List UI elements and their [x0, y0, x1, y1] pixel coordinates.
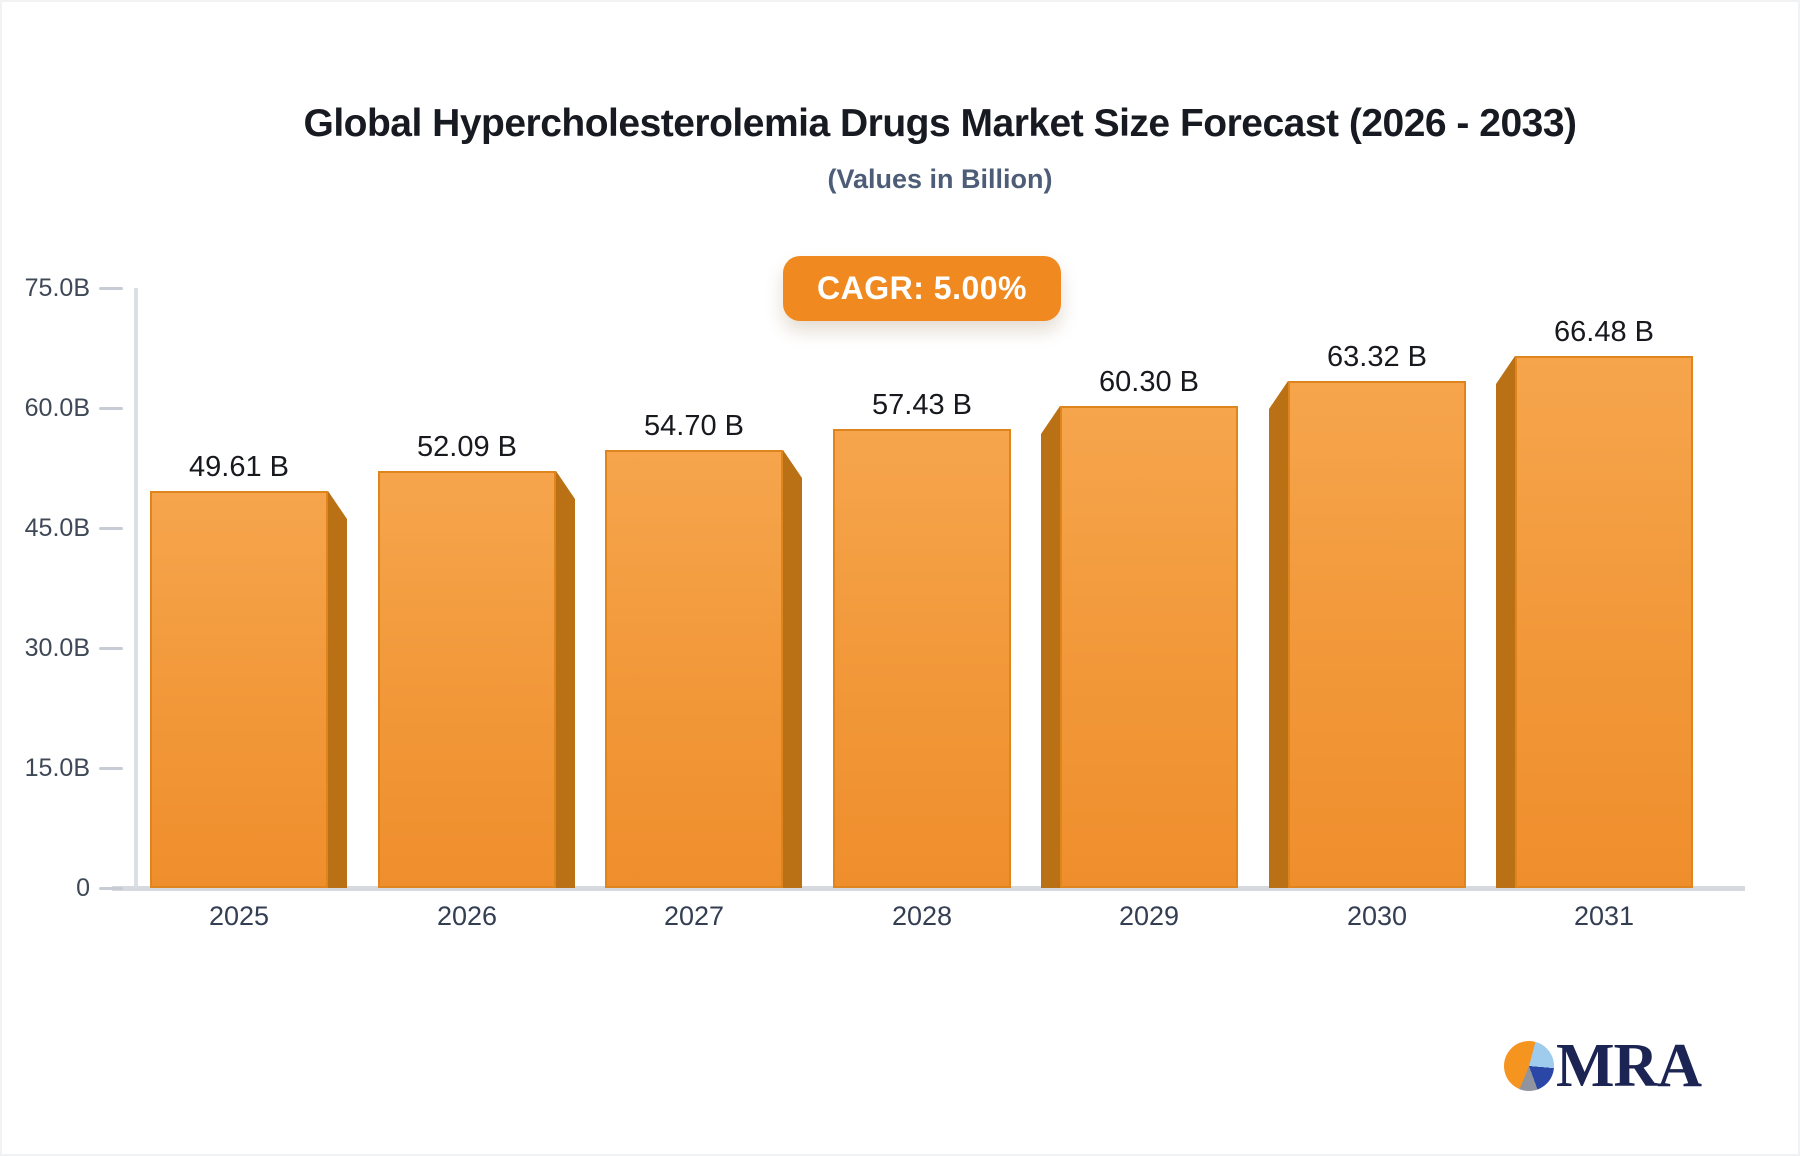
bar-3d-side-2031: [1496, 356, 1515, 888]
y-axis-tick-mark: [99, 647, 123, 650]
y-axis-tick-mark: [99, 287, 123, 290]
bar-3d-side-2027: [783, 450, 802, 888]
y-axis-tick-mark: [99, 407, 123, 410]
chart-header: Global Hypercholesterolemia Drugs Market…: [120, 0, 1760, 195]
y-axis-tick-label: 0: [76, 874, 90, 902]
y-axis-tick-label: 75.0B: [24, 274, 90, 302]
cagr-badge: CAGR: 5.00%: [783, 256, 1061, 321]
y-axis-tick-label: 30.0B: [24, 634, 90, 662]
bar-value-label-2025: 49.61 B: [189, 451, 289, 483]
bar-value-label-2029: 60.30 B: [1099, 366, 1199, 398]
bar-value-label-2026: 52.09 B: [417, 431, 517, 463]
bar-value-label-2030: 63.32 B: [1327, 341, 1427, 373]
bar-3d-side-2029: [1041, 406, 1060, 888]
y-axis-tick-mark: [99, 767, 123, 770]
y-axis-tick-mark: [99, 887, 123, 890]
page-title: Global Hypercholesterolemia Drugs Market…: [303, 102, 1577, 145]
pie-chart-icon: [1504, 1041, 1554, 1091]
bar-2027: [605, 450, 783, 888]
bar-value-label-2031: 66.48 B: [1554, 316, 1654, 348]
bar-3d-side-2026: [556, 471, 575, 888]
bar-2030: [1288, 381, 1466, 888]
bar-value-label-2027: 54.70 B: [644, 410, 744, 442]
bar-3d-side-2025: [328, 491, 347, 888]
y-axis-line: [134, 288, 138, 888]
logo-text: MRA: [1556, 1032, 1702, 1100]
bar-2028: [833, 429, 1011, 888]
y-axis-tick-label: 60.0B: [24, 394, 90, 422]
y-axis-tick-mark: [99, 527, 123, 530]
y-axis-tick-label: 15.0B: [24, 754, 90, 782]
x-axis-label-2028: 2028: [891, 901, 953, 931]
x-axis-label-2029: 2029: [1118, 901, 1180, 931]
page-subtitle: (Values in Billion): [827, 164, 1053, 194]
x-axis-label-2031: 2031: [1573, 901, 1635, 931]
bar-2025: [150, 491, 328, 888]
x-axis-label-2027: 2027: [663, 901, 725, 931]
x-axis-line: [112, 886, 1745, 891]
x-axis-label-2026: 2026: [436, 901, 498, 931]
mra-logo: MRA: [1504, 1032, 1702, 1100]
y-axis-tick-label: 45.0B: [24, 514, 90, 542]
bar-2026: [378, 471, 556, 888]
bar-3d-side-2030: [1269, 381, 1288, 888]
bar-2031: [1515, 356, 1693, 888]
bar-value-label-2028: 57.43 B: [872, 389, 972, 421]
bar-2029: [1060, 406, 1238, 888]
x-axis-label-2030: 2030: [1346, 901, 1408, 931]
x-axis-label-2025: 2025: [208, 901, 270, 931]
